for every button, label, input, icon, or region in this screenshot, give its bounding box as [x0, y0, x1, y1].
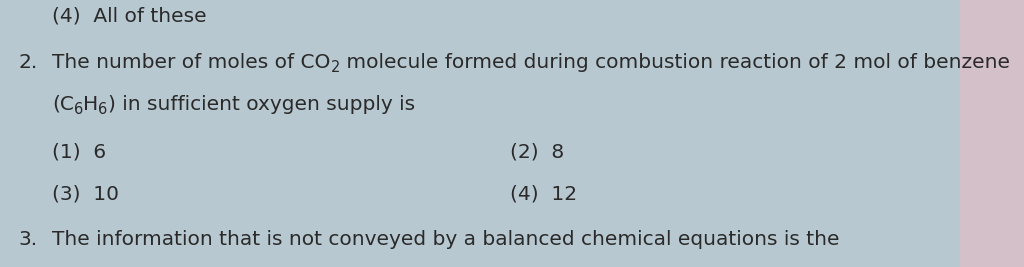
Text: (2)  8: (2) 8: [510, 143, 564, 162]
Text: The information that is not conveyed by a balanced chemical equations is the: The information that is not conveyed by …: [52, 230, 840, 249]
Text: (3)  10: (3) 10: [52, 185, 119, 204]
Text: (C: (C: [52, 95, 74, 114]
Text: (4)  12: (4) 12: [510, 185, 578, 204]
Text: H: H: [83, 95, 98, 114]
Text: 2: 2: [331, 60, 340, 75]
Text: 3.: 3.: [18, 230, 37, 249]
Bar: [961, 0, 1024, 267]
Text: (1)  6: (1) 6: [52, 143, 106, 162]
Text: 6: 6: [98, 102, 108, 117]
Text: The number of moles of CO: The number of moles of CO: [52, 53, 331, 72]
Text: ) in sufficient oxygen supply is: ) in sufficient oxygen supply is: [108, 95, 415, 114]
Text: (4)  All of these: (4) All of these: [52, 7, 207, 26]
Text: 6: 6: [74, 102, 83, 117]
Text: 2.: 2.: [18, 53, 37, 72]
Text: molecule formed during combustion reaction of 2 mol of benzene: molecule formed during combustion reacti…: [340, 53, 1010, 72]
